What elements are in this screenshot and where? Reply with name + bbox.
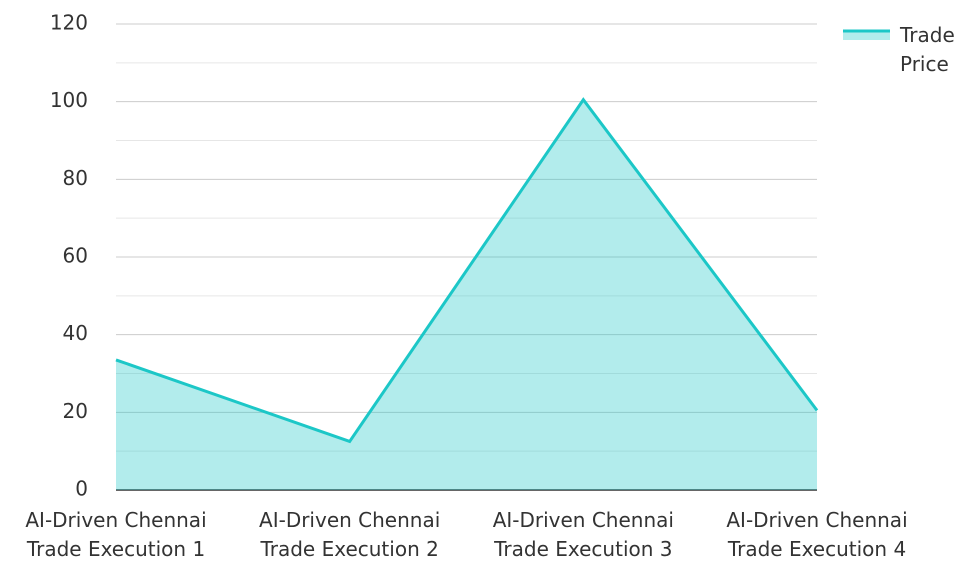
x-tick-label: AI-Driven Chennai Trade Execution 4 xyxy=(726,508,908,561)
y-tick-label: 20 xyxy=(63,399,88,423)
line xyxy=(115,97,819,444)
area-fill xyxy=(116,99,817,490)
legend: Trade Price xyxy=(843,21,969,79)
y-tick-label: 100 xyxy=(50,88,88,112)
y-tick-label: 0 xyxy=(75,477,88,501)
y-tick-label: 120 xyxy=(50,11,88,35)
x-tick-label: AI-Driven Chennai Trade Execution 1 xyxy=(25,508,207,561)
x-tick-label: AI-Driven Chennai Trade Execution 3 xyxy=(492,508,674,561)
legend-label: Trade Price xyxy=(900,23,955,76)
y-tick-label: 60 xyxy=(63,244,88,268)
y-tick-label: 80 xyxy=(63,166,88,190)
legend-swatch xyxy=(843,29,890,40)
x-tick-label: AI-Driven Chennai Trade Execution 2 xyxy=(259,508,441,561)
y-tick-label: 40 xyxy=(63,321,88,345)
